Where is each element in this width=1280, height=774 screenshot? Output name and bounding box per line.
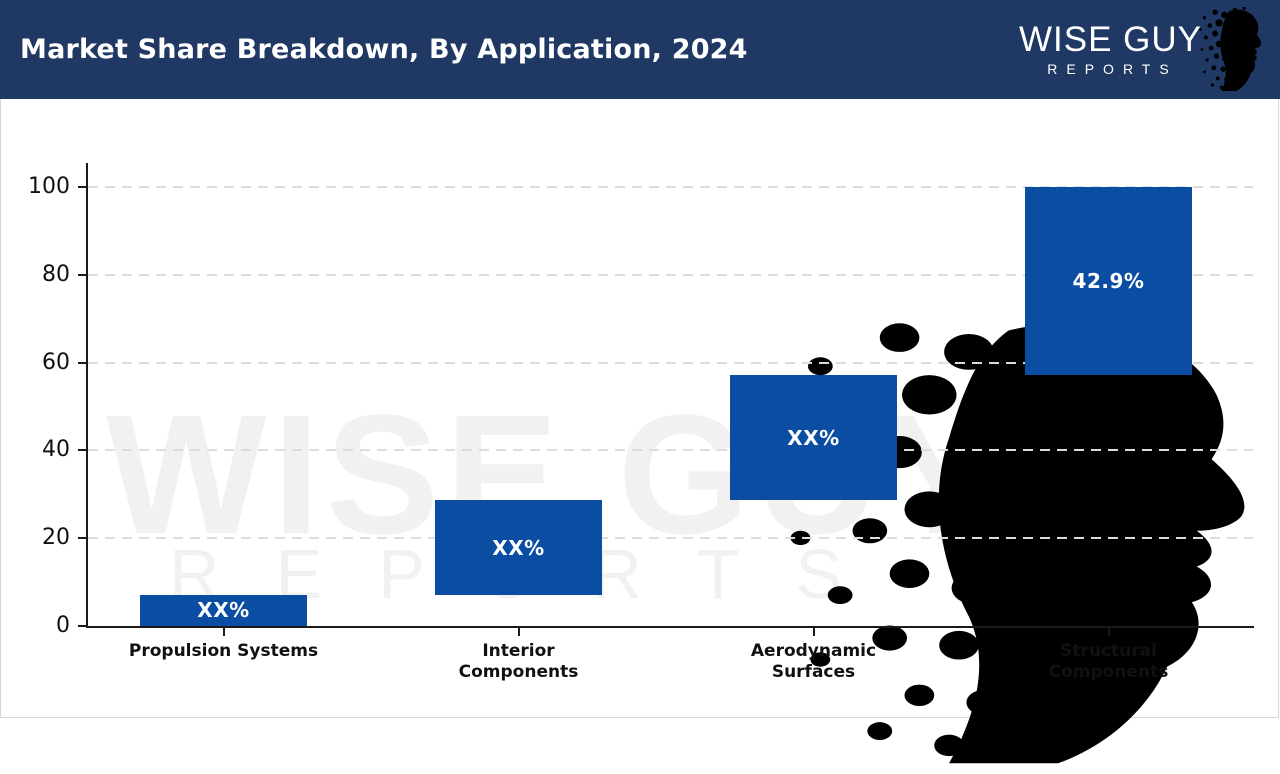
- bar-aerodynamic-surfaces: XX%: [730, 375, 897, 501]
- brand-logo-text: WISE GUY REPORTS: [1019, 22, 1202, 77]
- x-category-label: Structural Components: [977, 641, 1241, 683]
- bar-propulsion-systems: XX%: [140, 594, 307, 626]
- bar-value-label: XX%: [197, 598, 250, 623]
- y-axis: [86, 163, 88, 627]
- plot-area: 0 20 40 60 80 100 XX% Propulsion Systems XX% Inte…: [28, 163, 1254, 683]
- y-tick-label: 80: [42, 261, 70, 287]
- bar-value-label: 42.9%: [1072, 269, 1145, 294]
- x-tick-mark: [517, 628, 520, 636]
- gridline-80: [88, 273, 1253, 276]
- gridline-60: [88, 361, 1253, 364]
- y-tick-mark: [78, 537, 86, 540]
- gridline-20: [88, 537, 1253, 540]
- x-category-label: Aerodynamic Surfaces: [682, 641, 946, 683]
- gridline-40: [88, 449, 1253, 452]
- x-axis: [86, 626, 1254, 628]
- y-tick-label: 0: [56, 613, 70, 638]
- x-tick-mark: [1107, 628, 1110, 636]
- x-category-label-line: Aerodynamic: [750, 641, 877, 661]
- bar-interior-components: XX%: [435, 500, 602, 595]
- y-tick-mark: [78, 273, 86, 276]
- x-category-label: Propulsion Systems: [92, 641, 356, 662]
- gridline-100: [88, 186, 1253, 188]
- chart-title: Market Share Breakdown, By Application, …: [20, 34, 748, 65]
- x-category-label-line: Propulsion Systems: [128, 641, 319, 661]
- x-category-label-line: Surfaces: [771, 662, 856, 682]
- y-tick-mark: [78, 625, 86, 627]
- brand-face-icon: [1199, 6, 1262, 91]
- y-tick-mark: [78, 449, 86, 452]
- x-category-label-line: Interior: [482, 641, 555, 661]
- x-tick-mark: [222, 628, 225, 636]
- x-tick-mark: [812, 628, 815, 636]
- x-category-label-line: Components: [458, 662, 579, 682]
- y-tick-label: 100: [28, 174, 70, 199]
- y-tick-label: 20: [42, 525, 70, 551]
- y-tick-mark: [78, 186, 86, 188]
- x-category-label-line: Components: [1048, 662, 1169, 682]
- x-category-label-line: Structural: [1060, 641, 1157, 661]
- bar-value-label: XX%: [492, 535, 545, 560]
- bar-value-label: XX%: [787, 425, 840, 450]
- brand-subtitle: REPORTS: [1047, 61, 1178, 77]
- brand-name: WISE GUY: [1018, 20, 1202, 59]
- header-bar: Market Share Breakdown, By Application, …: [0, 0, 1280, 99]
- brand-logo: WISE GUY REPORTS: [1019, 6, 1266, 93]
- x-category-label: Interior Components: [387, 641, 651, 683]
- y-tick-mark: [78, 361, 86, 364]
- y-tick-label: 60: [42, 349, 70, 375]
- y-tick-label: 40: [42, 437, 70, 463]
- bar-structural-components: 42.9%: [1025, 187, 1192, 376]
